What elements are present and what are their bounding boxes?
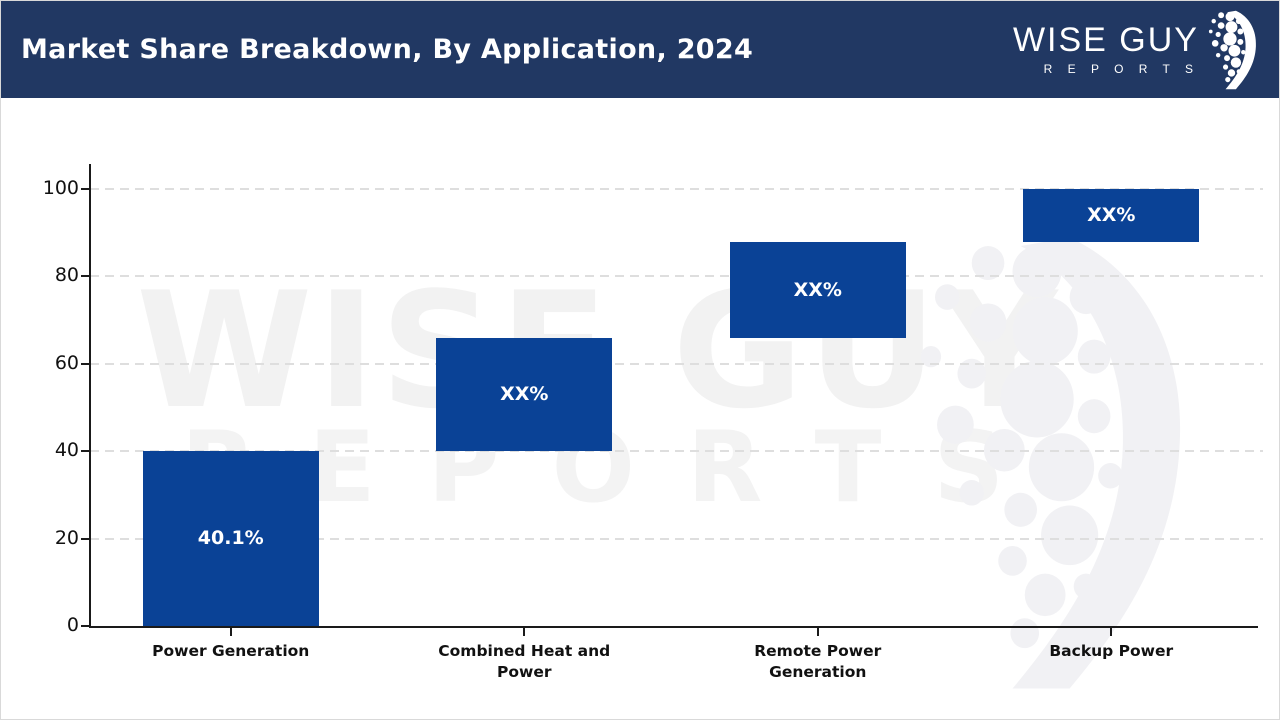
y-tick-mark bbox=[81, 187, 90, 190]
page-title: Market Share Breakdown, By Application, … bbox=[21, 34, 754, 65]
bar-power-generation: 40.1% bbox=[142, 450, 319, 626]
dotted-face-profile-icon bbox=[1208, 10, 1256, 89]
bar-value-label: 40.1% bbox=[197, 527, 264, 550]
grid-line bbox=[90, 275, 1263, 277]
bar-value-label: XX% bbox=[500, 383, 549, 406]
x-category-label: Power Generation bbox=[152, 642, 310, 660]
logo-text: WISE GUY R E P O R T S bbox=[1013, 23, 1199, 76]
y-tick-label: 40 bbox=[54, 439, 79, 461]
bar-combined-heat-and-power: XX% bbox=[436, 338, 613, 451]
x-category-label: Combined Heat and Power bbox=[438, 642, 611, 681]
y-tick-label: 0 bbox=[66, 614, 79, 636]
header-bar: Market Share Breakdown, By Application, … bbox=[1, 1, 1279, 98]
x-tick-mark bbox=[816, 628, 819, 636]
grid-line bbox=[90, 537, 1263, 540]
x-category-label: Remote Power Generation bbox=[754, 642, 882, 681]
y-tick-label: 20 bbox=[54, 526, 79, 549]
y-tick-label: 80 bbox=[54, 264, 79, 286]
logo-wordmark: WISE GUY bbox=[1012, 21, 1199, 59]
x-category-label: Backup Power bbox=[1049, 642, 1174, 660]
logo-tagline: R E P O R T S bbox=[1043, 62, 1199, 76]
y-axis-line bbox=[89, 164, 91, 628]
y-tick-mark bbox=[81, 362, 90, 365]
grid-line bbox=[90, 450, 1263, 452]
y-tick-mark bbox=[81, 537, 90, 540]
y-tick-mark bbox=[81, 450, 90, 452]
x-tick-mark bbox=[523, 628, 526, 636]
x-axis-line bbox=[89, 626, 1258, 628]
y-tick-label: 100 bbox=[42, 176, 79, 199]
bar-value-label: XX% bbox=[1087, 204, 1136, 227]
x-tick-mark bbox=[229, 628, 232, 636]
bar-remote-power-generation: XX% bbox=[729, 241, 906, 339]
bar-value-label: XX% bbox=[793, 279, 842, 301]
y-tick-mark bbox=[81, 625, 90, 627]
x-tick-mark bbox=[1110, 628, 1113, 636]
y-tick-label: 60 bbox=[54, 351, 79, 374]
grid-line bbox=[90, 362, 1263, 365]
grid-line bbox=[90, 187, 1263, 190]
bar-backup-power: XX% bbox=[1023, 188, 1200, 242]
y-tick-mark bbox=[81, 275, 90, 277]
wise-guy-logo: WISE GUY R E P O R T S bbox=[1013, 8, 1267, 92]
